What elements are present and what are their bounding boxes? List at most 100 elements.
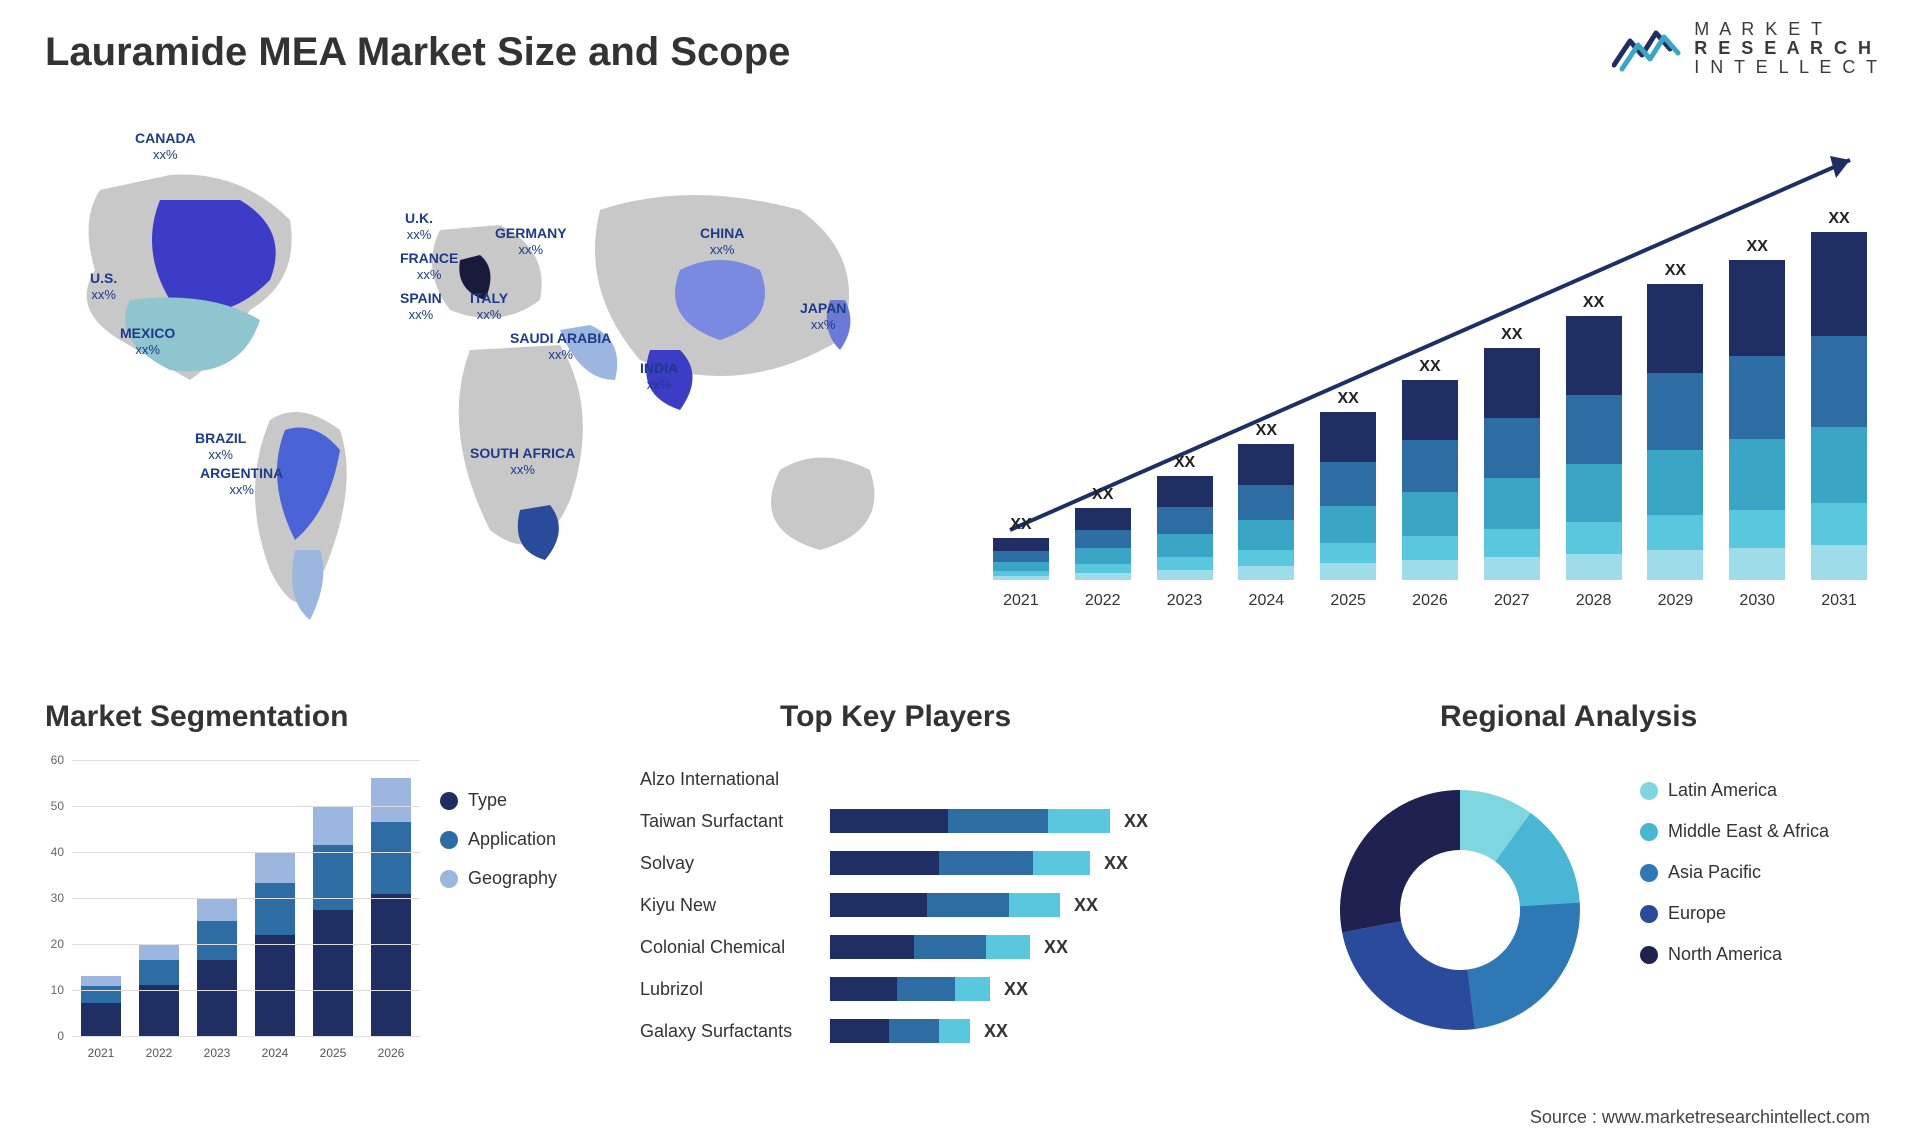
legend-item: Latin America bbox=[1640, 780, 1829, 801]
key-players-title: Top Key Players bbox=[780, 700, 1011, 734]
y-tick-label: 10 bbox=[51, 983, 64, 997]
y-tick-label: 20 bbox=[51, 937, 64, 951]
key-player-value: XX bbox=[1074, 895, 1098, 916]
bar-value-label: XX bbox=[1747, 238, 1768, 256]
regional-legend: Latin AmericaMiddle East & AfricaAsia Pa… bbox=[1640, 780, 1829, 965]
bar-value-label: XX bbox=[1419, 358, 1440, 376]
x-year-label: 2026 bbox=[371, 1046, 411, 1060]
x-year-label: 2028 bbox=[1558, 592, 1630, 610]
x-year-label: 2022 bbox=[1067, 592, 1139, 610]
main-chart-bar: XX bbox=[1230, 422, 1302, 580]
legend-label: Asia Pacific bbox=[1668, 862, 1761, 883]
regional-donut bbox=[1320, 770, 1600, 1050]
legend-dot-icon bbox=[1640, 823, 1658, 841]
bar-value-label: XX bbox=[1665, 262, 1686, 280]
segmentation-bar bbox=[313, 806, 353, 1036]
legend-dot-icon bbox=[1640, 946, 1658, 964]
country-label: MEXICOxx% bbox=[120, 325, 175, 357]
key-player-bar bbox=[830, 977, 990, 1001]
logo-mark-icon bbox=[1612, 23, 1682, 73]
country-label: GERMANYxx% bbox=[495, 225, 567, 257]
legend-dot-icon bbox=[440, 831, 458, 849]
key-player-value: XX bbox=[1124, 811, 1148, 832]
key-player-value: XX bbox=[1104, 853, 1128, 874]
key-player-row: Galaxy Surfactants XX bbox=[640, 1012, 1260, 1050]
key-player-name: Lubrizol bbox=[640, 979, 830, 1000]
source-text: Source : www.marketresearchintellect.com bbox=[1530, 1107, 1870, 1128]
bar-value-label: XX bbox=[1583, 294, 1604, 312]
x-year-label: 2027 bbox=[1476, 592, 1548, 610]
y-tick-label: 40 bbox=[51, 845, 64, 859]
legend-label: North America bbox=[1668, 944, 1782, 965]
regional-title: Regional Analysis bbox=[1440, 700, 1697, 734]
key-player-row: Alzo International bbox=[640, 760, 1260, 798]
main-chart-bar: XX bbox=[1558, 294, 1630, 580]
key-player-value: XX bbox=[984, 1021, 1008, 1042]
legend-label: Europe bbox=[1668, 903, 1726, 924]
key-player-row: SolvayXX bbox=[640, 844, 1260, 882]
world-map-svg bbox=[40, 130, 910, 660]
key-player-name: Galaxy Surfactants bbox=[640, 1021, 830, 1042]
key-player-row: Kiyu NewXX bbox=[640, 886, 1260, 924]
main-market-chart: XXXXXXXXXXXXXXXXXXXXXX 20212022202320242… bbox=[980, 130, 1880, 610]
main-chart-bar: XX bbox=[1803, 210, 1875, 580]
bar-value-label: XX bbox=[1337, 390, 1358, 408]
legend-label: Geography bbox=[468, 868, 557, 889]
x-year-label: 2023 bbox=[197, 1046, 237, 1060]
legend-dot-icon bbox=[1640, 905, 1658, 923]
legend-dot-icon bbox=[440, 870, 458, 888]
x-year-label: 2029 bbox=[1639, 592, 1711, 610]
donut-slice bbox=[1342, 921, 1475, 1030]
key-player-name: Colonial Chemical bbox=[640, 937, 830, 958]
main-chart-bar: XX bbox=[1476, 326, 1548, 580]
x-year-label: 2025 bbox=[1312, 592, 1384, 610]
segmentation-bar bbox=[197, 898, 237, 1036]
segmentation-bar bbox=[371, 778, 411, 1036]
main-chart-bar: XX bbox=[1067, 486, 1139, 580]
y-tick-label: 60 bbox=[51, 753, 64, 767]
key-player-bar bbox=[830, 1019, 970, 1043]
y-tick-label: 30 bbox=[51, 891, 64, 905]
key-player-row: Taiwan Surfactant XX bbox=[640, 802, 1260, 840]
country-label: JAPANxx% bbox=[800, 300, 846, 332]
legend-item: North America bbox=[1640, 944, 1829, 965]
y-tick-label: 0 bbox=[57, 1029, 64, 1043]
country-label: U.S.xx% bbox=[90, 270, 117, 302]
main-chart-bar: XX bbox=[1394, 358, 1466, 580]
legend-label: Type bbox=[468, 790, 507, 811]
x-year-label: 2030 bbox=[1721, 592, 1793, 610]
bar-value-label: XX bbox=[1010, 516, 1031, 534]
key-player-bar bbox=[830, 851, 1090, 875]
page-title: Lauramide MEA Market Size and Scope bbox=[45, 30, 790, 75]
country-label: CHINAxx% bbox=[700, 225, 744, 257]
key-player-bar bbox=[830, 809, 1110, 833]
key-player-row: Lubrizol XX bbox=[640, 970, 1260, 1008]
legend-item: Geography bbox=[440, 868, 557, 889]
key-player-name: Taiwan Surfactant bbox=[640, 811, 830, 832]
logo-line1: M A R K E T bbox=[1694, 20, 1880, 39]
x-year-label: 2021 bbox=[985, 592, 1057, 610]
country-label: SOUTH AFRICAxx% bbox=[470, 445, 575, 477]
key-player-value: XX bbox=[1004, 979, 1028, 1000]
legend-label: Application bbox=[468, 829, 556, 850]
segmentation-legend: Type Application Geography bbox=[440, 790, 557, 889]
key-players-chart: Alzo InternationalTaiwan SurfactantXXSol… bbox=[640, 760, 1260, 1060]
world-map: CANADAxx%U.S.xx%MEXICOxx%BRAZILxx%ARGENT… bbox=[40, 130, 910, 660]
x-year-label: 2021 bbox=[81, 1046, 121, 1060]
key-player-row: Colonial Chemical XX bbox=[640, 928, 1260, 966]
legend-item: Asia Pacific bbox=[1640, 862, 1829, 883]
legend-dot-icon bbox=[440, 792, 458, 810]
country-label: ARGENTINAxx% bbox=[200, 465, 283, 497]
x-year-label: 2023 bbox=[1149, 592, 1221, 610]
x-year-label: 2026 bbox=[1394, 592, 1466, 610]
main-chart-bar: XX bbox=[1639, 262, 1711, 580]
country-label: U.K.xx% bbox=[405, 210, 433, 242]
key-player-bar bbox=[830, 893, 1060, 917]
main-chart-bar: XX bbox=[985, 516, 1057, 580]
country-label: SPAINxx% bbox=[400, 290, 442, 322]
y-tick-label: 50 bbox=[51, 799, 64, 813]
bar-value-label: XX bbox=[1092, 486, 1113, 504]
x-year-label: 2024 bbox=[1230, 592, 1302, 610]
country-label: CANADAxx% bbox=[135, 130, 196, 162]
key-player-value: XX bbox=[1044, 937, 1068, 958]
